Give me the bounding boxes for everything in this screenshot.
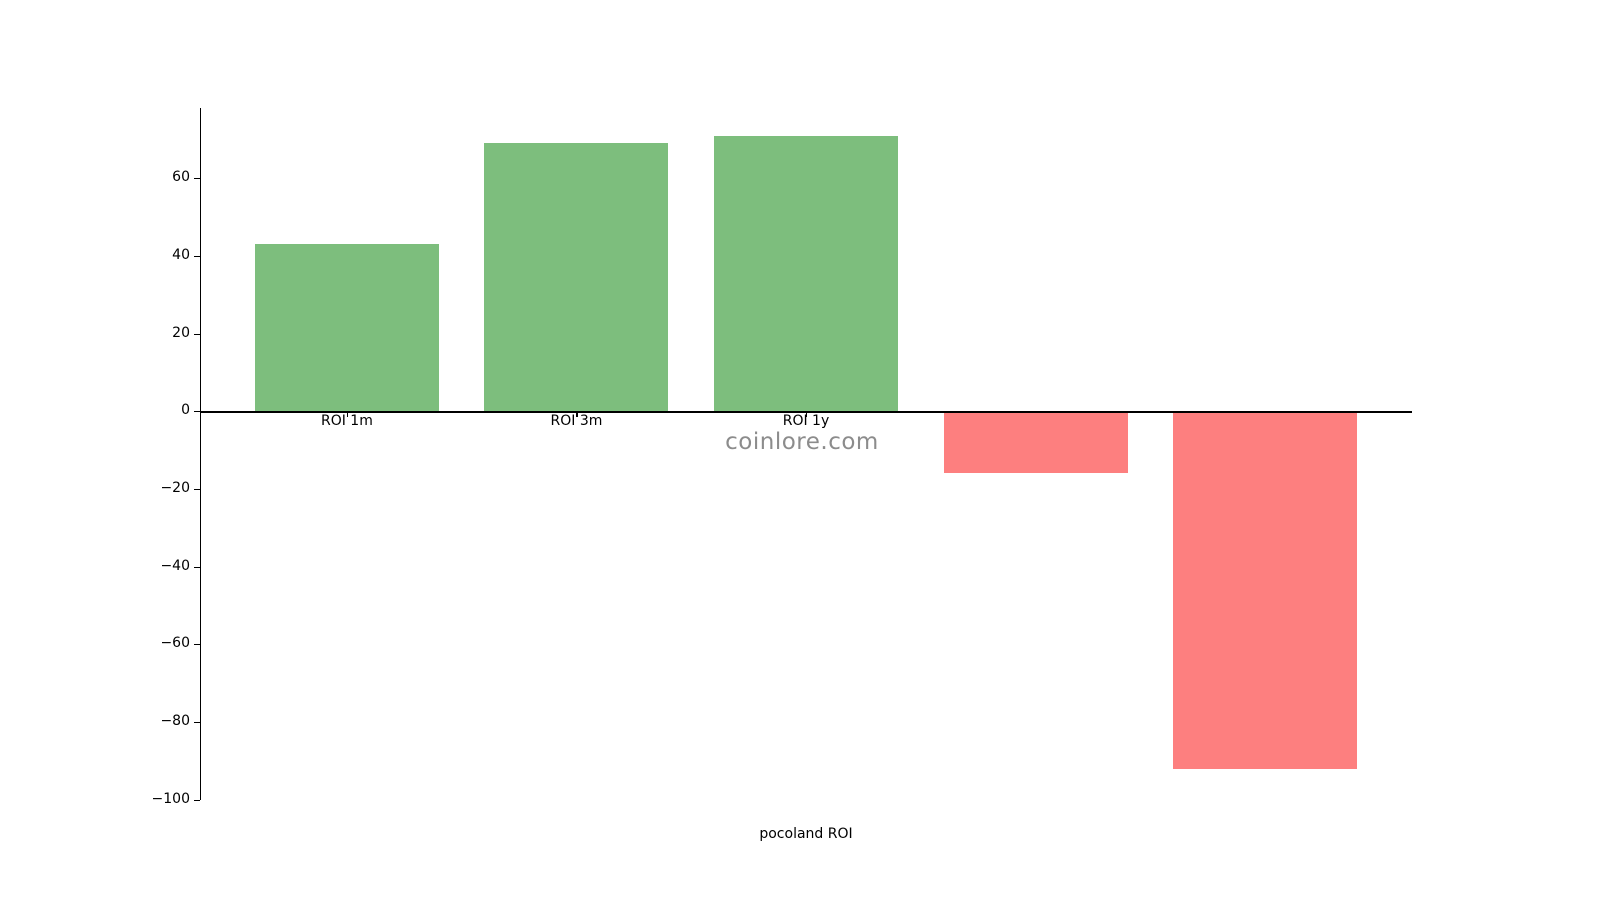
y-tick-mark <box>194 488 200 491</box>
y-tick-label: 60 <box>172 169 190 186</box>
y-tick-label: 40 <box>172 247 190 264</box>
y-tick-label: −20 <box>160 480 190 497</box>
y-tick-label: −40 <box>160 557 190 574</box>
x-tick-label: ROI 3m <box>550 413 603 430</box>
y-tick-mark <box>194 333 200 335</box>
bar-roi-1y <box>714 135 898 412</box>
y-tick-mark <box>194 721 200 724</box>
y-tick-label: 0 <box>181 402 190 419</box>
x-tick-mark <box>346 412 349 418</box>
x-axis-title: pocoland ROI <box>759 826 853 842</box>
bar-4 <box>943 411 1128 474</box>
y-tick-mark <box>194 644 200 646</box>
y-tick-label: −60 <box>160 635 190 652</box>
y-tick-mark <box>194 255 200 258</box>
y-tick-label: 20 <box>172 324 190 341</box>
bar-roi-1m <box>254 244 439 412</box>
x-axis-zero-line <box>200 411 1412 413</box>
watermark: coinlore.com <box>725 429 879 455</box>
y-tick-mark <box>194 566 200 568</box>
bar-5 <box>1173 411 1358 769</box>
x-tick-mark <box>576 412 578 418</box>
y-tick-label: −100 <box>151 790 190 807</box>
y-tick-mark <box>194 178 200 180</box>
bar-roi-3m <box>484 143 669 412</box>
y-tick-mark <box>194 799 200 801</box>
x-tick-label: ROI 1m <box>320 413 373 430</box>
y-tick-mark <box>194 411 200 413</box>
y-tick-label: −80 <box>160 713 190 730</box>
x-tick-mark <box>806 412 808 418</box>
x-tick-label: ROI 1y <box>782 413 830 430</box>
y-axis-line <box>200 108 202 800</box>
